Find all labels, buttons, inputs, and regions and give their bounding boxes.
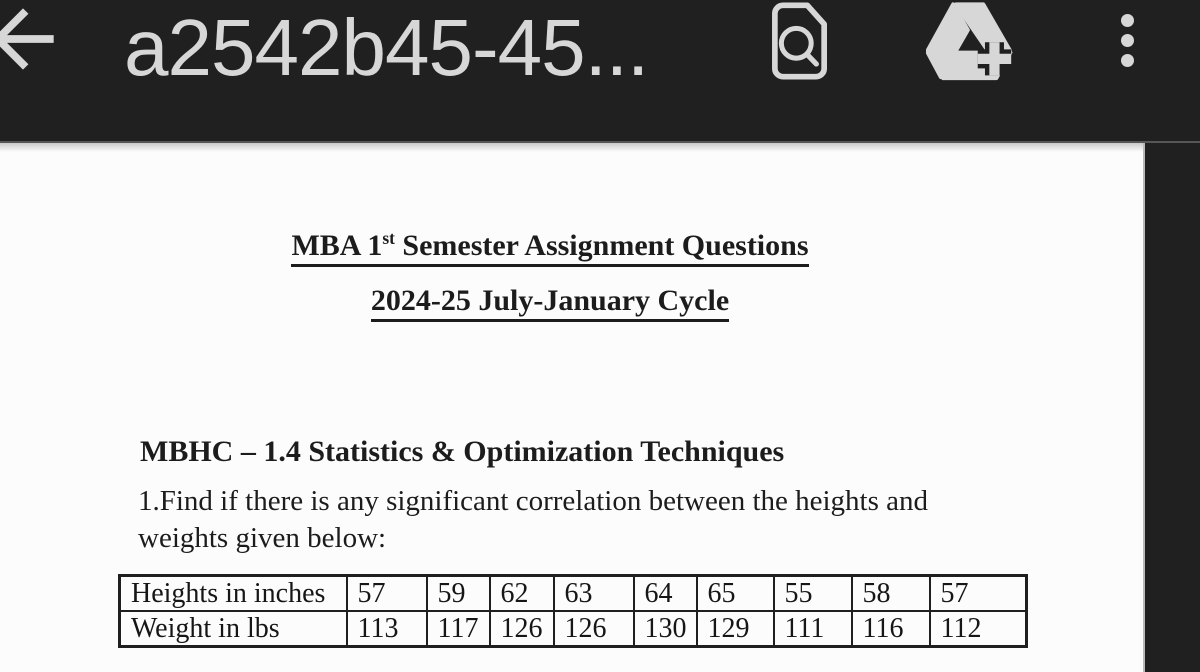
find-in-page-button[interactable] bbox=[770, 2, 830, 80]
table-cell: 58 bbox=[850, 574, 931, 612]
table-cell: 64 bbox=[632, 574, 698, 612]
table-cell: 63 bbox=[552, 574, 635, 612]
table-cell: 126 bbox=[488, 610, 555, 648]
table-cell: 113 bbox=[345, 610, 428, 648]
table-cell: 130 bbox=[632, 610, 698, 648]
table-cell: 111 bbox=[772, 610, 853, 648]
overflow-menu-icon bbox=[1120, 10, 1134, 70]
back-arrow-icon bbox=[0, 8, 54, 70]
heights-weights-table: Heights in inches 57 59 62 63 64 65 55 5… bbox=[118, 574, 1028, 648]
find-in-page-icon bbox=[772, 2, 827, 80]
assignment-heading-text: MBA 1 bbox=[291, 229, 383, 262]
table-cell: 57 bbox=[345, 574, 428, 612]
row-label: Heights in inches bbox=[118, 574, 348, 612]
row-label: Weight in lbs bbox=[118, 610, 348, 648]
viewer-background-strip bbox=[1145, 143, 1200, 672]
table-cell: 65 bbox=[695, 574, 775, 612]
table-row-weights: Weight in lbs 113 117 126 126 130 129 11… bbox=[118, 610, 1028, 648]
table-cell: 62 bbox=[488, 574, 555, 612]
question-text: 1.Find if there is any significant corre… bbox=[138, 485, 929, 554]
table-cell: 55 bbox=[772, 574, 853, 612]
cycle-heading: 2024-25 July-January Cycle bbox=[0, 284, 1100, 322]
assignment-heading-rest: Semester Assignment Questions bbox=[394, 229, 809, 262]
table-cell: 117 bbox=[425, 610, 491, 648]
app-toolbar: a2542b45-45... bbox=[0, 0, 1200, 143]
assignment-heading: MBA 1st Semester Assignment Questions bbox=[0, 229, 1100, 267]
table-row-heights: Heights in inches 57 59 62 63 64 65 55 5… bbox=[118, 574, 1028, 612]
add-to-drive-icon bbox=[925, 2, 1013, 81]
course-section-heading: MBHC – 1.4 Statistics & Optimization Tec… bbox=[140, 435, 785, 468]
back-button[interactable] bbox=[0, 0, 69, 85]
table-cell: 112 bbox=[928, 610, 1028, 648]
overflow-menu-button[interactable] bbox=[1110, 10, 1144, 72]
table-cell: 129 bbox=[695, 610, 775, 648]
document-title: a2542b45-45... bbox=[124, 3, 649, 92]
table-cell: 116 bbox=[850, 610, 931, 648]
table-cell: 59 bbox=[425, 574, 491, 612]
pdf-page-content[interactable]: MBA 1st Semester Assignment Questions 20… bbox=[0, 143, 1145, 672]
add-to-drive-button[interactable] bbox=[925, 2, 1014, 84]
table-cell: 57 bbox=[928, 574, 1028, 612]
ordinal-superscript: st bbox=[382, 228, 395, 248]
table-cell: 126 bbox=[552, 610, 635, 648]
